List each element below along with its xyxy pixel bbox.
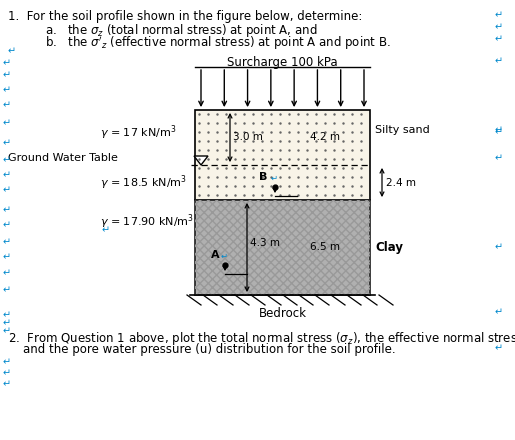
Text: b.   the $\sigma'_z$ (effective normal stress) at point A and point B.: b. the $\sigma'_z$ (effective normal str… (45, 34, 391, 51)
Text: ↵: ↵ (3, 185, 11, 195)
Text: ↵: ↵ (3, 220, 11, 230)
Text: ↵: ↵ (3, 70, 11, 80)
Polygon shape (194, 156, 208, 165)
Text: and the pore water pressure (u) distribution for the soil profile.: and the pore water pressure (u) distribu… (8, 343, 396, 356)
Text: ↵: ↵ (221, 252, 228, 261)
Text: 6.5 m: 6.5 m (310, 242, 340, 253)
Text: ↵: ↵ (102, 225, 110, 235)
Text: ↵: ↵ (3, 285, 11, 295)
Text: 3.0 m: 3.0 m (233, 132, 263, 143)
Text: ↵: ↵ (3, 237, 11, 247)
Bar (195, 110, 370, 200)
Text: ↵: ↵ (3, 310, 11, 320)
Text: $\gamma$ = 17 kN/m$^3$: $\gamma$ = 17 kN/m$^3$ (100, 123, 176, 142)
Text: ↵: ↵ (3, 118, 11, 128)
Text: ↵: ↵ (3, 170, 11, 180)
Text: ↵: ↵ (3, 379, 11, 389)
Text: ↵: ↵ (495, 10, 503, 20)
Text: 2.4 m: 2.4 m (386, 177, 416, 187)
Text: ↵: ↵ (495, 56, 503, 66)
Text: Bedrock: Bedrock (259, 307, 306, 320)
Bar (195, 200, 370, 295)
Text: ↵: ↵ (3, 100, 11, 110)
Text: ↵: ↵ (271, 174, 278, 183)
Text: ↵: ↵ (3, 357, 11, 367)
Text: ↵: ↵ (3, 268, 11, 278)
Text: ↵: ↵ (495, 128, 503, 137)
Text: ↵: ↵ (3, 155, 11, 165)
Text: $\gamma$ = 18.5 kN/m$^3$: $\gamma$ = 18.5 kN/m$^3$ (100, 173, 187, 192)
Text: Clay: Clay (375, 241, 403, 254)
Text: 1.  For the soil profile shown in the figure below, determine:: 1. For the soil profile shown in the fig… (8, 10, 363, 23)
Text: ↵: ↵ (3, 205, 11, 215)
Text: ↵: ↵ (3, 252, 11, 262)
Text: B: B (259, 172, 267, 182)
Text: ↵: ↵ (495, 153, 503, 163)
Text: ↵: ↵ (3, 85, 11, 95)
Text: a.   the $\sigma_z$ (total normal stress) at point A, and: a. the $\sigma_z$ (total normal stress) … (45, 22, 317, 39)
Text: ↵: ↵ (495, 242, 503, 253)
Text: 2.  From Question 1 above, plot the total normal stress ($\sigma_z$), the effect: 2. From Question 1 above, plot the total… (8, 330, 515, 348)
Text: 4.3 m: 4.3 m (250, 238, 280, 247)
Text: ↵: ↵ (3, 326, 11, 336)
Text: ↵: ↵ (3, 138, 11, 148)
Text: ↵: ↵ (8, 46, 16, 56)
Text: $\gamma$ = 17.90 kN/m$^3$: $\gamma$ = 17.90 kN/m$^3$ (100, 212, 194, 231)
Text: ↵: ↵ (3, 368, 11, 378)
Text: Ground Water Table: Ground Water Table (8, 153, 118, 163)
Text: ↵: ↵ (495, 343, 503, 353)
Text: ↵: ↵ (495, 307, 503, 317)
Text: ↵: ↵ (495, 125, 503, 135)
Text: ↵: ↵ (3, 58, 11, 68)
Text: 4.2 m: 4.2 m (310, 132, 340, 143)
Text: Surcharge 100 kPa: Surcharge 100 kPa (227, 56, 338, 69)
Bar (195, 200, 370, 295)
Text: ↵: ↵ (495, 22, 503, 32)
Text: ↵: ↵ (495, 34, 503, 44)
Text: ↵: ↵ (3, 318, 11, 328)
Text: A: A (211, 250, 220, 260)
Text: Silty sand: Silty sand (375, 125, 430, 135)
